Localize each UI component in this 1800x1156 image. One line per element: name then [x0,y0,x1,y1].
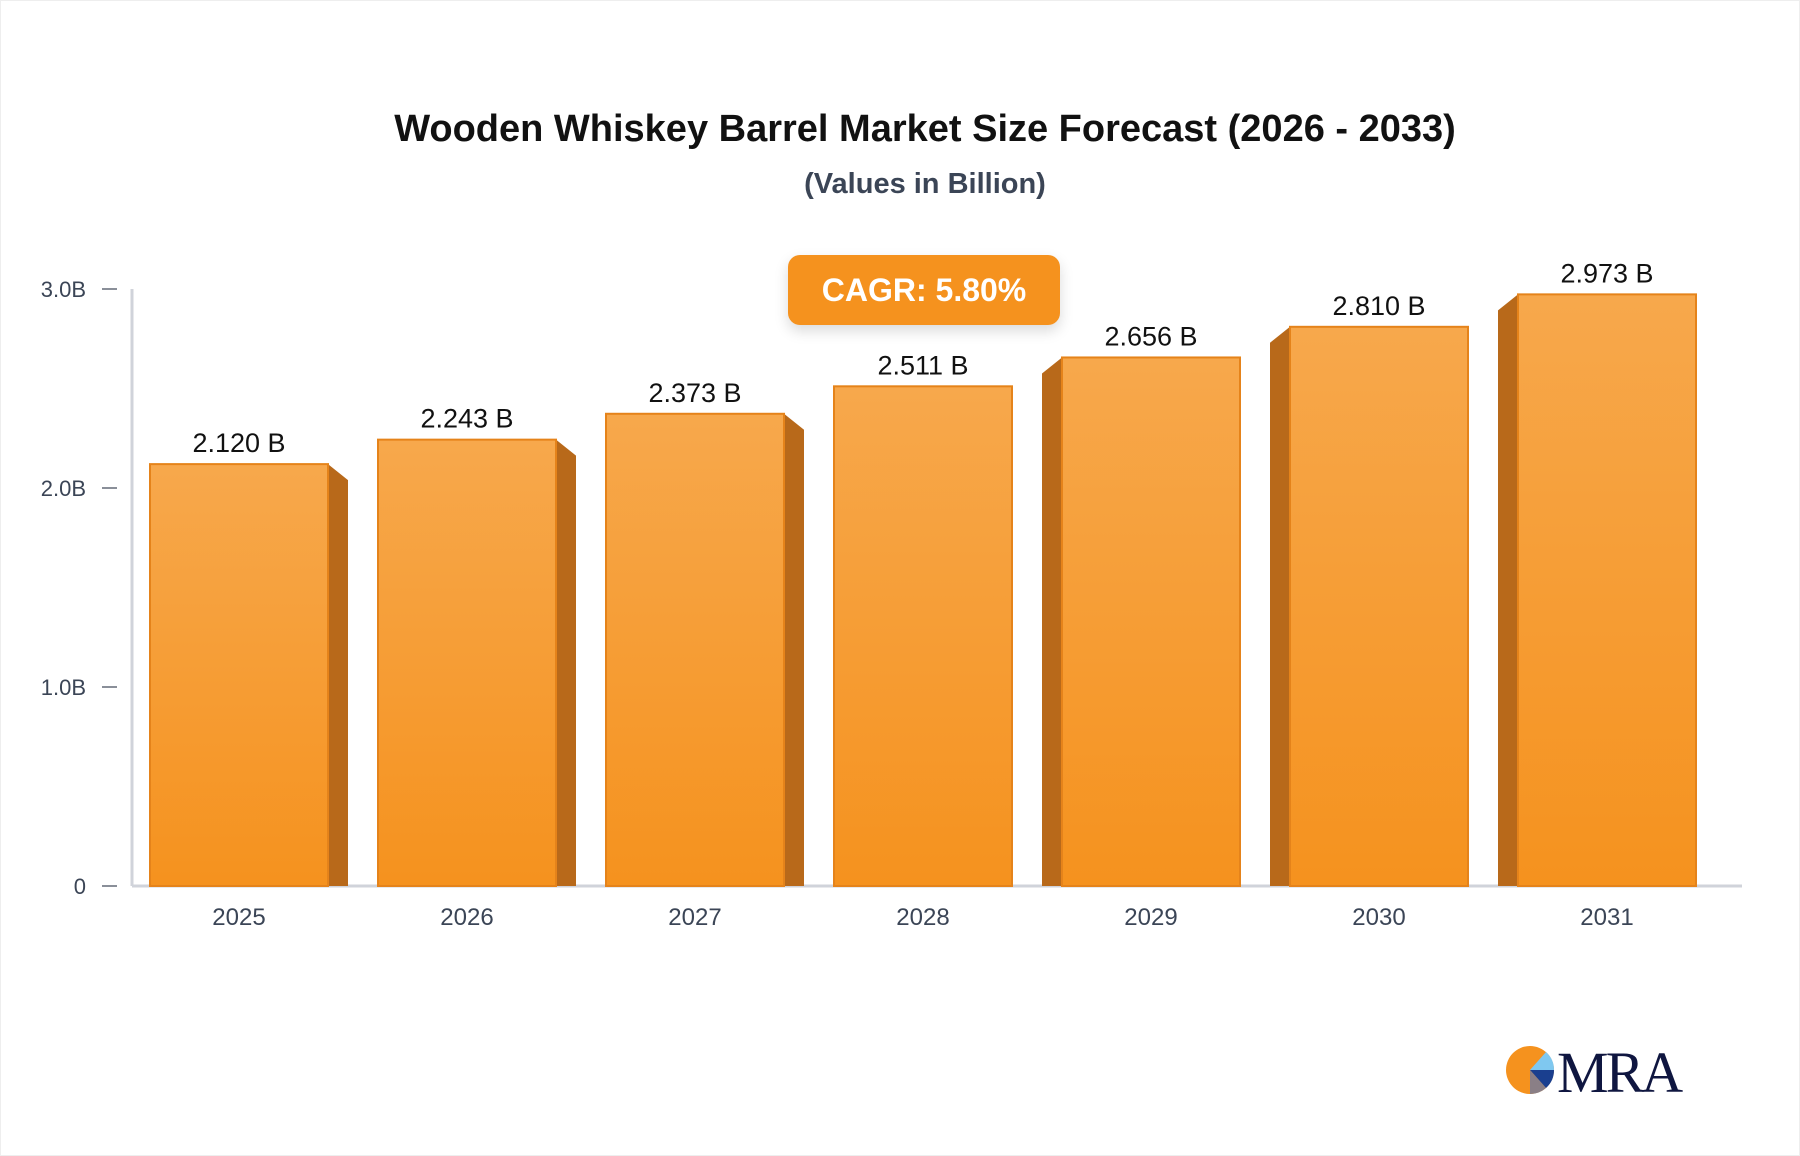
data-label: 2.243 B [420,404,513,434]
cagr-badge: CAGR: 5.80% [788,255,1060,325]
bar-group: 2.973 B 2031 [1498,258,1697,931]
bar-group: 2.243 B 2026 [377,404,576,931]
y-tick-label: 2.0B [41,476,86,501]
x-tick-label: 2031 [1580,904,1633,931]
bar [1289,325,1469,887]
bar [1517,293,1697,887]
svg-text:MRA: MRA [1557,1040,1683,1100]
bar [833,385,1013,887]
data-label: 2.810 B [1332,291,1425,321]
chart-title: Wooden Whiskey Barrel Market Size Foreca… [394,108,1456,150]
bar-side [1042,357,1062,886]
bar-group: 2.511 B 2028 [833,350,1013,931]
bar [149,463,329,887]
data-label: 2.511 B [877,350,968,380]
y-tick-label: 0 [74,874,86,899]
mra-logo: MRA [1506,1040,1686,1100]
x-tick-label: 2028 [896,904,949,931]
data-label: 2.656 B [1104,321,1197,351]
y-tick-label: 3.0B [41,277,86,302]
bar-group: 2.120 B 2025 [149,428,348,931]
x-tick-label: 2027 [668,904,721,931]
x-tick-label: 2030 [1352,904,1405,931]
bar-side [556,439,576,886]
bar [377,438,557,887]
chart-subtitle: (Values in Billion) [804,168,1046,200]
bar [1061,356,1241,887]
data-label: 2.120 B [192,428,285,458]
bar [605,412,785,887]
bar-side [1270,326,1290,886]
data-label: 2.973 B [1560,258,1653,288]
x-tick-label: 2026 [440,904,493,931]
x-tick-label: 2025 [212,904,265,931]
data-label: 2.373 B [648,378,741,408]
y-tick-label: 1.0B [41,675,86,700]
bar-group: 2.810 B 2030 [1270,291,1469,931]
bar-side [1498,294,1518,886]
x-tick-label: 2029 [1124,904,1177,931]
bar-group: 2.373 B 2027 [605,378,804,931]
bar-side [328,464,348,886]
bar-side [784,413,804,886]
bar-group: 2.656 B 2029 [1042,321,1241,931]
